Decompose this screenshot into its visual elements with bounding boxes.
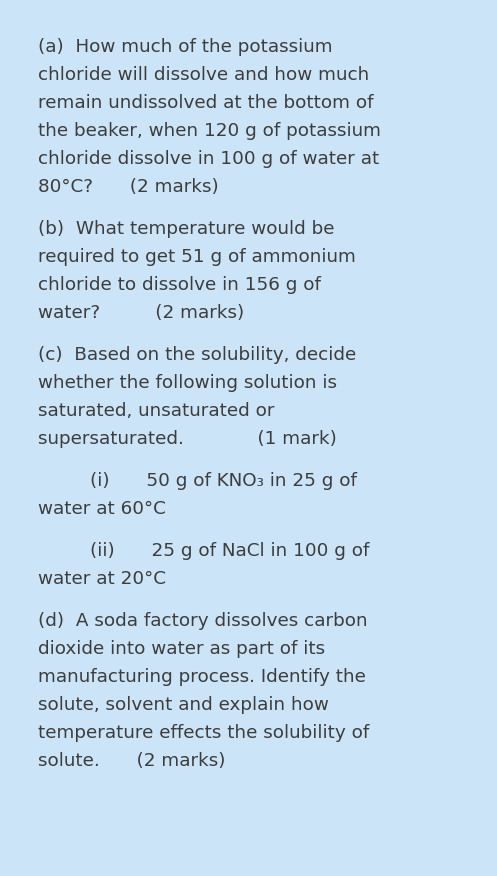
Text: saturated, unsaturated or: saturated, unsaturated or (38, 402, 274, 420)
Text: whether the following solution is: whether the following solution is (38, 374, 337, 392)
Text: 80°C?  (2 marks): 80°C? (2 marks) (38, 178, 219, 196)
Text: chloride will dissolve and how much: chloride will dissolve and how much (38, 66, 369, 84)
Text: required to get 51 g of ammonium: required to get 51 g of ammonium (38, 248, 356, 266)
Text: (i)  50 g of KNO₃ in 25 g of: (i) 50 g of KNO₃ in 25 g of (90, 472, 357, 490)
Text: temperature effects the solubility of: temperature effects the solubility of (38, 724, 369, 742)
Text: water at 20°C: water at 20°C (38, 570, 166, 588)
Text: the beaker, when 120 g of potassium: the beaker, when 120 g of potassium (38, 122, 381, 140)
Text: manufacturing process. Identify the: manufacturing process. Identify the (38, 668, 366, 686)
Text: (ii)  25 g of NaCl in 100 g of: (ii) 25 g of NaCl in 100 g of (90, 542, 369, 560)
Text: (a)  How much of the potassium: (a) How much of the potassium (38, 38, 332, 56)
Text: water?   (2 marks): water? (2 marks) (38, 304, 244, 322)
Text: chloride dissolve in 100 g of water at: chloride dissolve in 100 g of water at (38, 150, 379, 168)
Text: solute, solvent and explain how: solute, solvent and explain how (38, 696, 329, 714)
Text: dioxide into water as part of its: dioxide into water as part of its (38, 640, 325, 658)
Text: supersaturated.    (1 mark): supersaturated. (1 mark) (38, 430, 337, 448)
Text: chloride to dissolve in 156 g of: chloride to dissolve in 156 g of (38, 276, 321, 294)
Text: (c)  Based on the solubility, decide: (c) Based on the solubility, decide (38, 346, 356, 364)
Text: remain undissolved at the bottom of: remain undissolved at the bottom of (38, 94, 374, 112)
Text: water at 60°C: water at 60°C (38, 500, 166, 518)
Text: (d)  A soda factory dissolves carbon: (d) A soda factory dissolves carbon (38, 612, 368, 630)
Text: (b)  What temperature would be: (b) What temperature would be (38, 220, 334, 238)
Text: solute.  (2 marks): solute. (2 marks) (38, 752, 226, 770)
